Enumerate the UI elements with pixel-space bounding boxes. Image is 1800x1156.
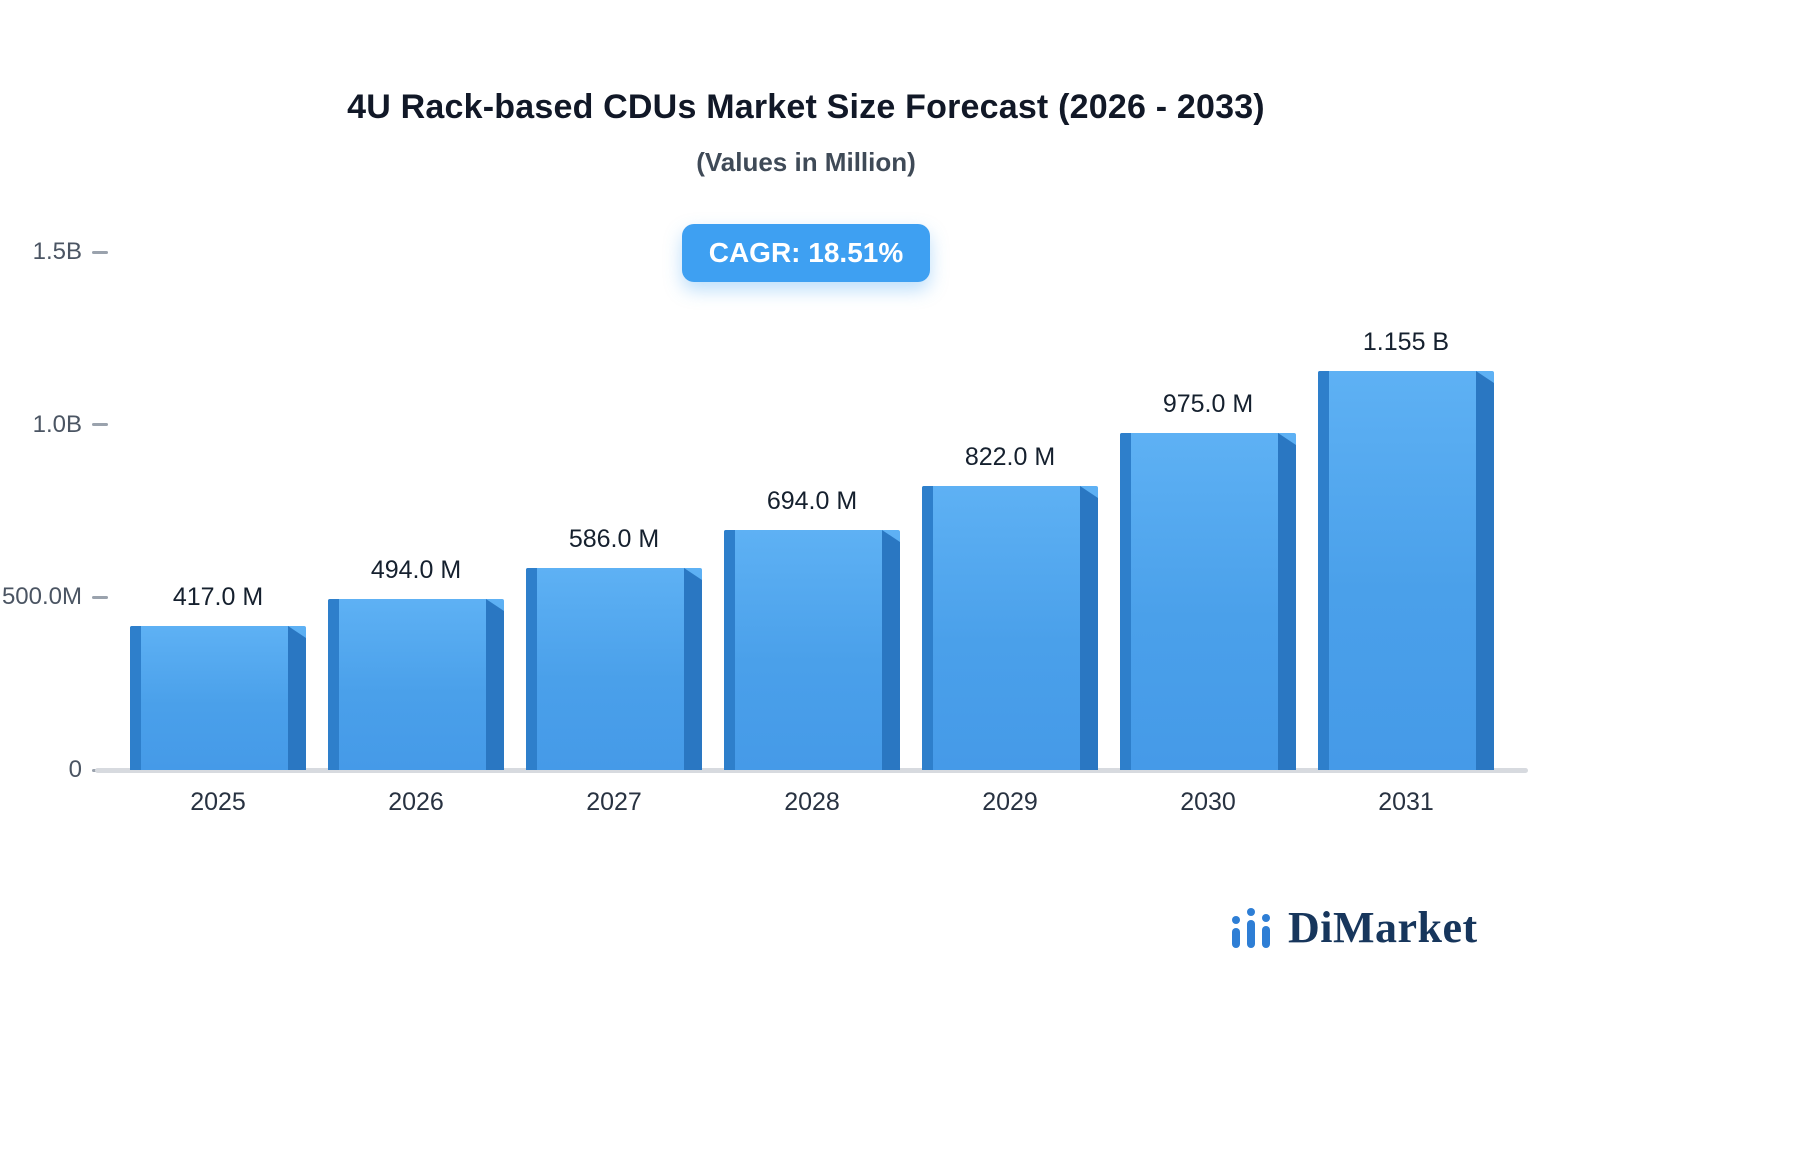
bar-left-shade [724, 530, 735, 770]
y-tick: 0 [0, 756, 108, 784]
bar-2025 [130, 626, 306, 770]
bar-group-2027: 586.0 M [526, 252, 702, 770]
bar-2028 [724, 530, 900, 770]
chart-subtitle: (Values in Million) [696, 147, 916, 177]
y-tick: 500.0M [0, 583, 108, 611]
chart-header: 4U Rack-based CDUs Market Size Forecast … [0, 88, 1612, 178]
cagr-badge: CAGR: 18.51% [681, 224, 931, 282]
bar-value-label: 822.0 M [964, 443, 1056, 471]
bar-group-2029: 822.0 M [922, 252, 1098, 770]
bar-right-shade [882, 530, 900, 770]
y-tick-mark [92, 423, 108, 427]
bar-2031 [1318, 371, 1494, 770]
x-axis-label-2028: 2028 [784, 788, 840, 816]
bar-chart-icon [1228, 904, 1276, 952]
dimarket-logo-text: DiMarket [1288, 903, 1478, 952]
bar-right-shade [486, 599, 504, 770]
y-tick-label: 500.0M [1, 583, 82, 611]
plot-area: 417.0 M 494.0 M 586.0 M 694.0 M 822.0 M 975.0… [130, 252, 1520, 770]
bar-value-label: 694.0 M [766, 487, 858, 515]
bar-group-2030: 975.0 M [1120, 252, 1296, 770]
bar-left-shade [1120, 433, 1131, 770]
y-tick-label: 1.0B [32, 410, 82, 438]
x-axis-label-2030: 2030 [1180, 788, 1236, 816]
x-axis-label-2031: 2031 [1378, 788, 1434, 816]
chart-title: 4U Rack-based CDUs Market Size Forecast … [347, 88, 1265, 126]
x-axis-labels: 2025 2026 2027 2028 2029 2030 2031 [130, 788, 1520, 828]
y-tick-label: 0 [68, 756, 82, 783]
bar-value-label: 586.0 M [568, 525, 660, 553]
x-axis-label-2025: 2025 [190, 788, 246, 816]
bar-group-2031: 1.155 B [1318, 252, 1494, 770]
bar-right-shade [1080, 486, 1098, 770]
x-axis-baseline [95, 768, 1528, 773]
bar-value-label: 975.0 M [1162, 390, 1254, 418]
bar-group-2028: 694.0 M [724, 252, 900, 770]
bar-left-shade [1318, 371, 1329, 770]
y-tick-mark [92, 250, 108, 254]
y-tick: 1.5B [0, 238, 108, 266]
bar-value-label: 1.155 B [1362, 328, 1450, 356]
bar-left-shade [130, 626, 141, 770]
bar-left-shade [922, 486, 933, 770]
bar-group-2025: 417.0 M [130, 252, 306, 770]
bar-value-label: 494.0 M [370, 556, 462, 584]
bar-right-shade [1278, 433, 1296, 770]
x-axis-label-2027: 2027 [586, 788, 642, 816]
y-tick: 1.0B [0, 411, 108, 439]
bar-2029 [922, 486, 1098, 770]
bar-value-label: 417.0 M [172, 583, 264, 611]
bar-left-shade [328, 599, 339, 770]
y-tick-mark [92, 595, 108, 599]
bar-right-shade [684, 568, 702, 770]
dimarket-logo: DiMarket [1228, 902, 1478, 953]
x-axis-label-2029: 2029 [982, 788, 1038, 816]
bar-2030 [1120, 433, 1296, 770]
y-axis: 0 500.0M 1.0B 1.5B [0, 0, 120, 1156]
bar-right-shade [288, 626, 306, 770]
bar-2026 [328, 599, 504, 770]
cagr-badge-row: CAGR: 18.51% [0, 224, 1612, 282]
y-tick-label: 1.5B [32, 238, 82, 265]
bar-2027 [526, 568, 702, 770]
bar-left-shade [526, 568, 537, 770]
x-axis-label-2026: 2026 [388, 788, 444, 816]
bar-right-shade [1476, 371, 1494, 770]
bar-group-2026: 494.0 M [328, 252, 504, 770]
